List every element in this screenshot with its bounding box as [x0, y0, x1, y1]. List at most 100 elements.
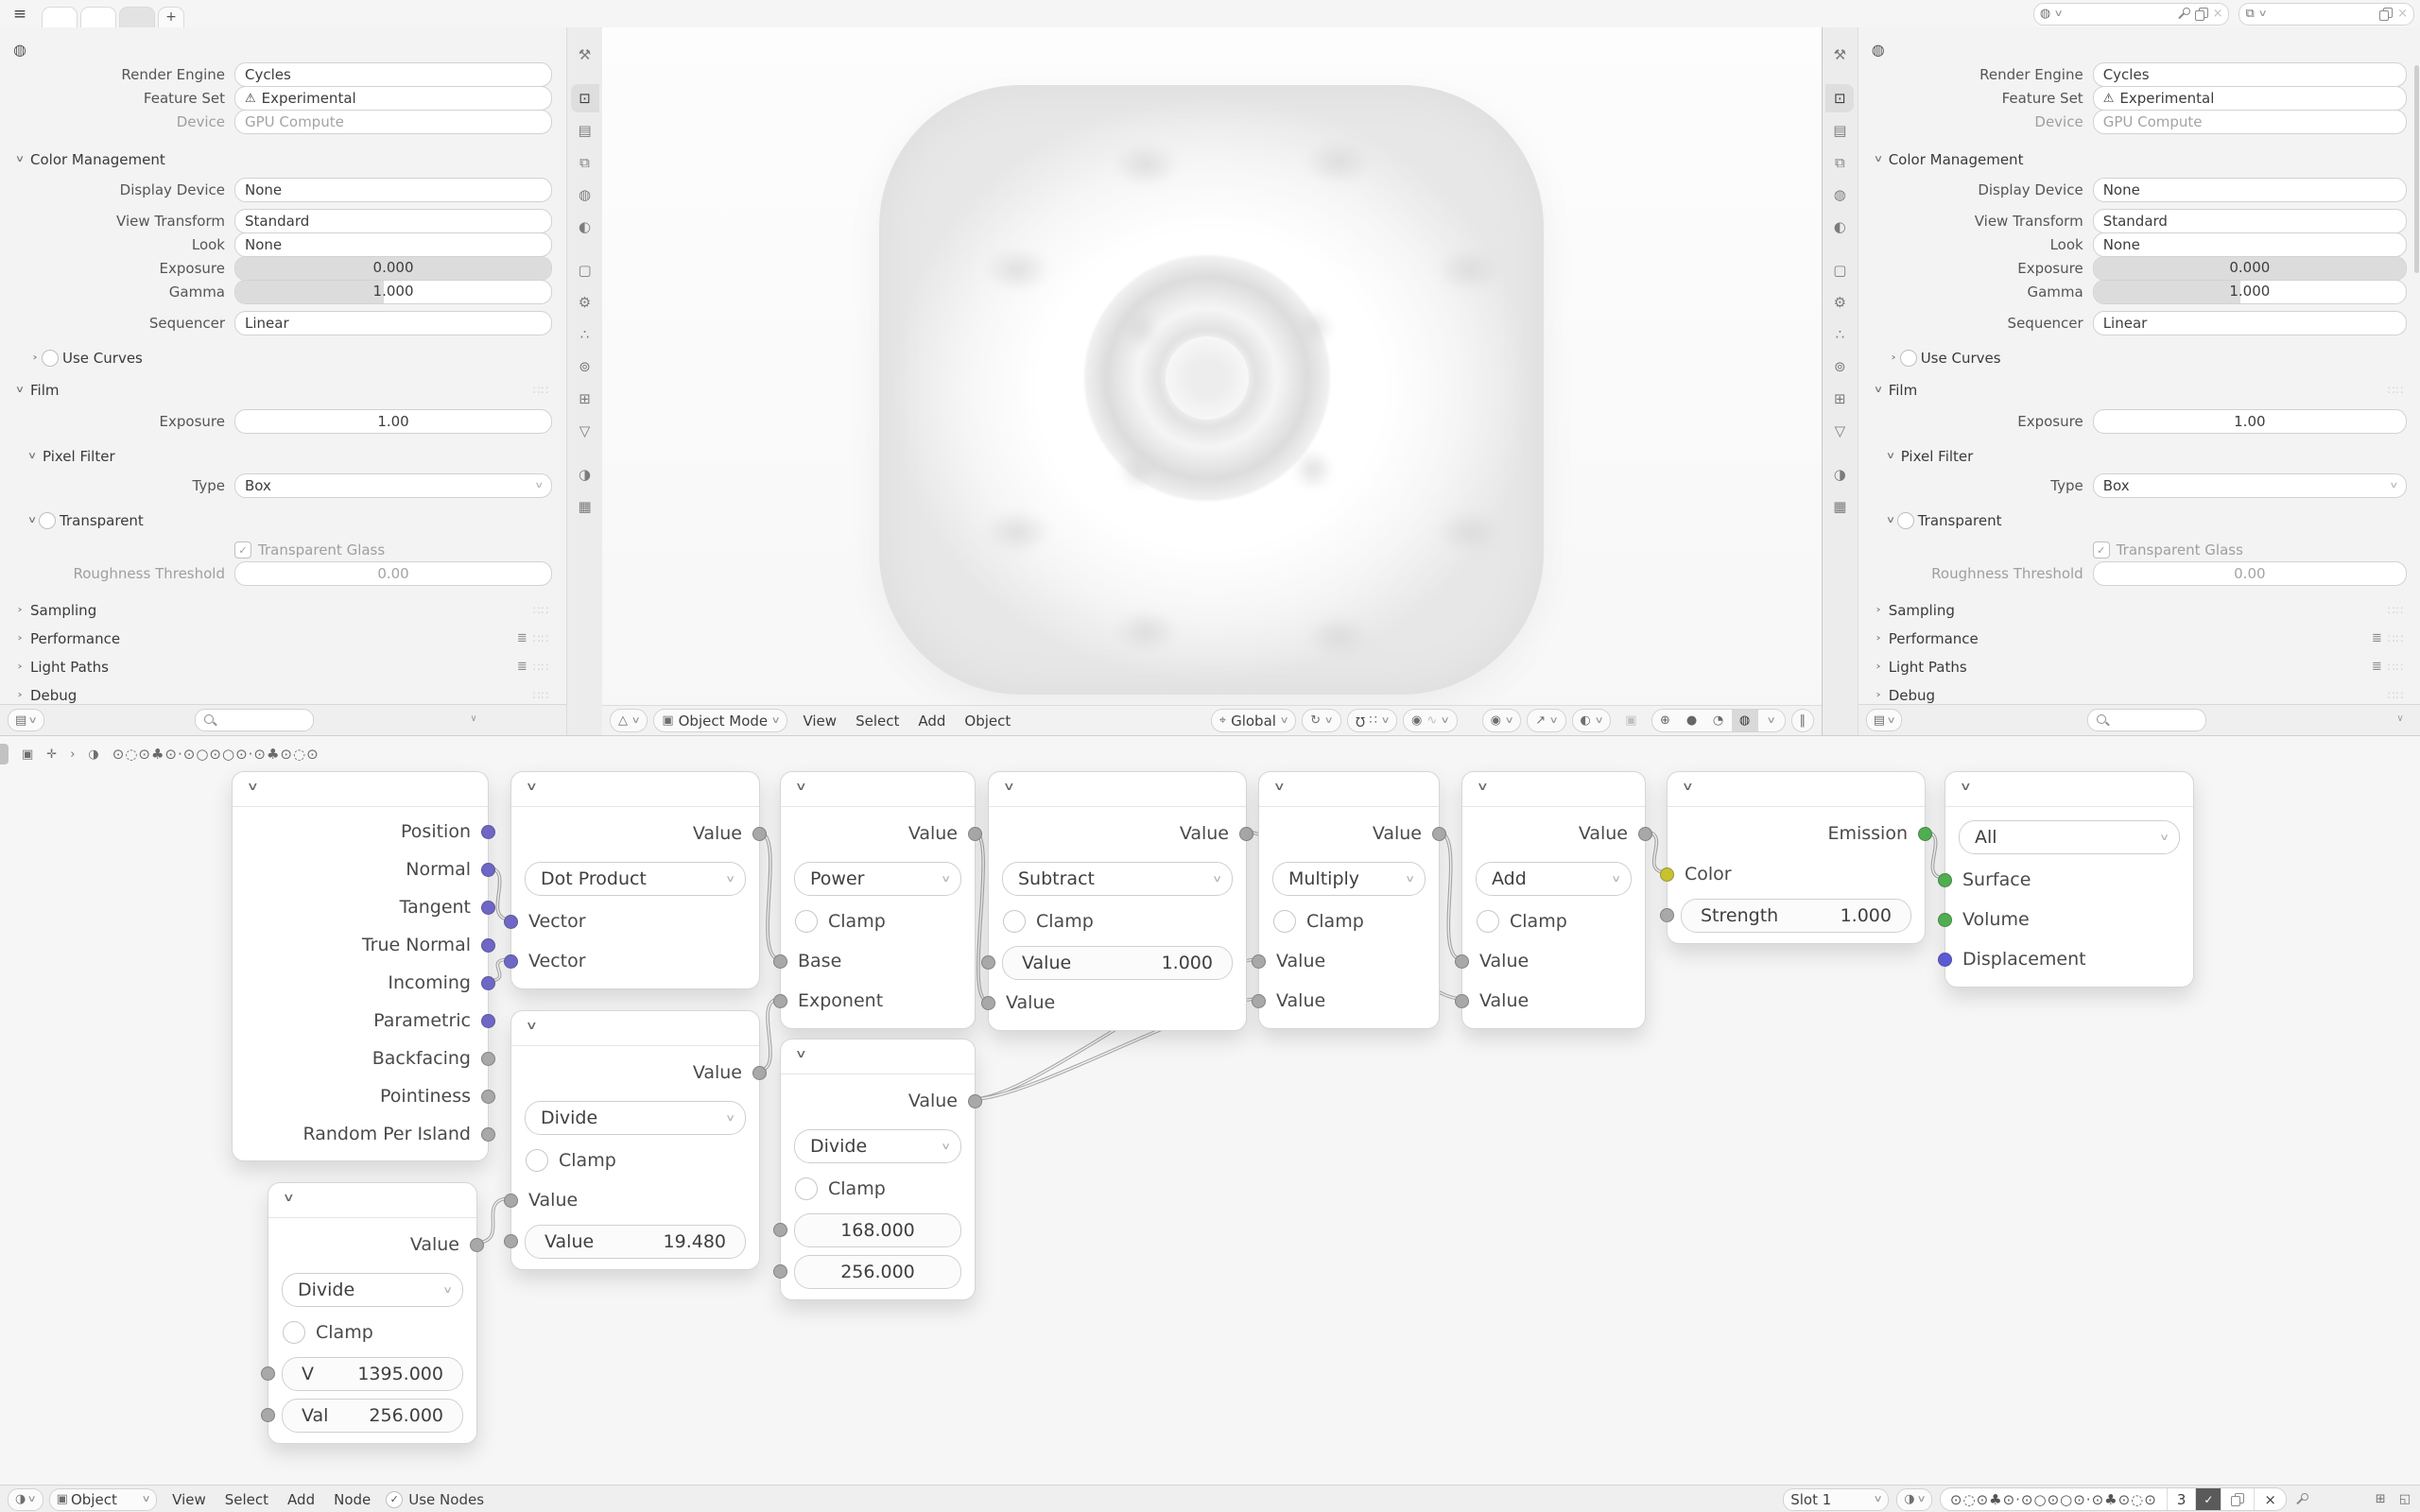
panel-section-film[interactable]: ∨ Film ∷∷: [1858, 379, 2420, 401]
copy-icon[interactable]: [2194, 7, 2208, 21]
panel-section-transparent[interactable]: ∨ Transparent: [1858, 509, 2420, 531]
panel-section-sampling[interactable]: › Sampling ∷∷: [0, 599, 566, 621]
value-socket[interactable]: [481, 1126, 495, 1142]
checkbox-checked[interactable]: ✓: [234, 541, 251, 558]
properties-tab-particles[interactable]: ∴: [1825, 320, 1854, 349]
collapse-chevron-icon[interactable]: ∨: [794, 780, 807, 793]
vector-socket[interactable]: [504, 914, 518, 929]
menu-add[interactable]: Add: [287, 1490, 316, 1508]
value-socket[interactable]: [968, 1093, 982, 1108]
region-handle[interactable]: [0, 744, 9, 765]
checkbox-unchecked[interactable]: [1896, 511, 1914, 529]
preset-list-icon[interactable]: ≣: [2371, 631, 2382, 645]
value-socket[interactable]: [261, 1407, 275, 1422]
pause-render-button[interactable]: ‖: [1790, 709, 1814, 732]
collapse-chevron-icon[interactable]: ∨: [246, 780, 259, 793]
property-value-field[interactable]: 0.00: [2092, 561, 2407, 586]
editor-type-button[interactable]: ▤ ∨: [1865, 709, 1903, 731]
shading-wireframe-button[interactable]: ⊕: [1660, 713, 1670, 728]
value-socket[interactable]: [773, 993, 787, 1008]
use-nodes-toggle[interactable]: ✓ Use Nodes: [386, 1490, 484, 1508]
properties-tab-constraints[interactable]: ⊞: [1825, 385, 1854, 413]
node-geometry[interactable]: ∨ Position Normal Tangent True Normal Incomin…: [232, 771, 495, 1161]
node-math-add[interactable]: ∨ Value Add ∨ Clamp Value Value: [1455, 771, 1652, 1029]
collapse-chevron-icon[interactable]: ∨: [525, 1019, 538, 1032]
property-value-field[interactable]: 0.00: [234, 561, 553, 586]
panel-section-pixel-filter[interactable]: ∨ Pixel Filter: [1858, 445, 2420, 467]
shader-socket[interactable]: [1938, 912, 1952, 927]
pin-icon[interactable]: [2294, 1492, 2308, 1506]
filter-dropdown-button[interactable]: ∨: [470, 713, 477, 724]
node-header[interactable]: ∨: [511, 1011, 759, 1046]
node-header[interactable]: ∨: [1945, 772, 2193, 807]
collapse-chevron-icon[interactable]: ∨: [1681, 780, 1694, 793]
editor-type-button[interactable]: ▤ ∨: [8, 709, 44, 731]
properties-tab-modifiers[interactable]: ⚙: [1825, 288, 1854, 317]
panel-section-debug[interactable]: › Debug ∷∷: [1858, 684, 2420, 704]
value-socket[interactable]: [1239, 826, 1253, 841]
properties-tab-texture[interactable]: ▦: [571, 492, 599, 521]
operation-dropdown[interactable]: Divide ∨: [282, 1273, 463, 1307]
checkbox-unchecked[interactable]: [1477, 910, 1499, 933]
new-material-button[interactable]: [2221, 1488, 2254, 1510]
panel-section-light-paths[interactable]: › Light Paths ≣ ∷∷: [0, 656, 566, 678]
node-math-divide-19[interactable]: ∨ Value Divide ∨ Clamp Value Value 19.480: [504, 1010, 767, 1270]
node-emission[interactable]: ∨ Emission Color Strength 1.000: [1660, 771, 1932, 944]
visibility-dropdown[interactable]: ◉ ∨: [1481, 709, 1522, 732]
node-math-subtract[interactable]: ∨ Value Subtract ∨ Clamp Value 1.000 Value: [981, 771, 1253, 1031]
checkbox-unchecked[interactable]: [283, 1321, 305, 1344]
shading-solid-button[interactable]: ●: [1685, 713, 1698, 728]
fake-user-shield-icon[interactable]: ✓: [2195, 1488, 2221, 1510]
value-socket[interactable]: [481, 1089, 495, 1104]
scrollbar[interactable]: [2414, 65, 2419, 273]
property-value-field[interactable]: 1.00: [2092, 409, 2407, 434]
value-field[interactable]: 256.000: [794, 1255, 961, 1289]
vector-socket[interactable]: [481, 824, 495, 839]
displacement-socket[interactable]: [1938, 952, 1952, 967]
material-browse-dropdown[interactable]: ◑ ∨: [1896, 1487, 1932, 1511]
node-header[interactable]: ∨: [268, 1183, 476, 1218]
properties-tab-texture[interactable]: ▦: [1825, 492, 1854, 521]
value-socket[interactable]: [773, 1263, 787, 1279]
property-slider[interactable]: 1.000: [234, 280, 553, 304]
preset-list-icon[interactable]: ≣: [516, 631, 527, 645]
menu-select[interactable]: Select: [856, 712, 900, 730]
value-socket[interactable]: [504, 1193, 518, 1208]
properties-tab-particles[interactable]: ∴: [571, 320, 599, 349]
workspace-tab[interactable]: [80, 7, 116, 27]
property-value-field[interactable]: None: [234, 232, 553, 257]
property-value-field[interactable]: ⚠ Experimental: [2092, 86, 2407, 111]
panel-section-performance[interactable]: › Performance ≣ ∷∷: [0, 627, 566, 649]
shading-dropdown[interactable]: ∨: [1766, 715, 1776, 726]
properties-tab-object[interactable]: ▢: [1825, 256, 1854, 284]
value-field[interactable]: V 1395.000: [282, 1357, 463, 1391]
unlink-material-button[interactable]: ×: [2254, 1488, 2286, 1510]
value-socket[interactable]: [752, 1065, 767, 1080]
properties-tab-object-data[interactable]: ▽: [571, 417, 599, 445]
node-math-power[interactable]: ∨ Value Power ∨ Clamp Base Exponent: [773, 771, 982, 1029]
material-users-count[interactable]: 3: [2166, 1488, 2196, 1510]
node-header[interactable]: ∨: [989, 772, 1246, 807]
panel-section-debug[interactable]: › Debug ∷∷: [0, 684, 566, 704]
panel-section-transparent[interactable]: ∨ Transparent: [0, 509, 566, 531]
property-value-field[interactable]: Box ∨: [2092, 473, 2407, 498]
value-socket[interactable]: [968, 826, 982, 841]
value-socket[interactable]: [481, 1051, 495, 1066]
properties-tab-output[interactable]: ▤: [1825, 116, 1854, 145]
property-slider[interactable]: 1.000: [2092, 280, 2407, 304]
menu-view[interactable]: View: [172, 1490, 206, 1508]
preset-list-icon[interactable]: ≣: [516, 660, 527, 674]
value-socket[interactable]: [1455, 993, 1469, 1008]
node-vector-math-dot-product[interactable]: ∨ Value Dot Product ∨ Vector Vector: [504, 771, 767, 989]
properties-tab-output[interactable]: ▤: [571, 116, 599, 145]
scene-selector[interactable]: ◍ ∨ ×: [2032, 2, 2230, 26]
collapse-chevron-icon[interactable]: ∨: [794, 1047, 807, 1060]
operation-dropdown[interactable]: All ∨: [1959, 820, 2180, 854]
editor-type-button[interactable]: △ ∨: [610, 709, 648, 732]
operation-dropdown[interactable]: Subtract ∨: [1002, 862, 1233, 896]
render-context-icon[interactable]: ◍: [1871, 41, 1885, 59]
operation-dropdown[interactable]: Power ∨: [794, 862, 961, 896]
property-value-field[interactable]: None: [2092, 178, 2407, 202]
operation-dropdown[interactable]: Dot Product ∨: [525, 862, 746, 896]
value-field[interactable]: Strength 1.000: [1681, 899, 1911, 933]
